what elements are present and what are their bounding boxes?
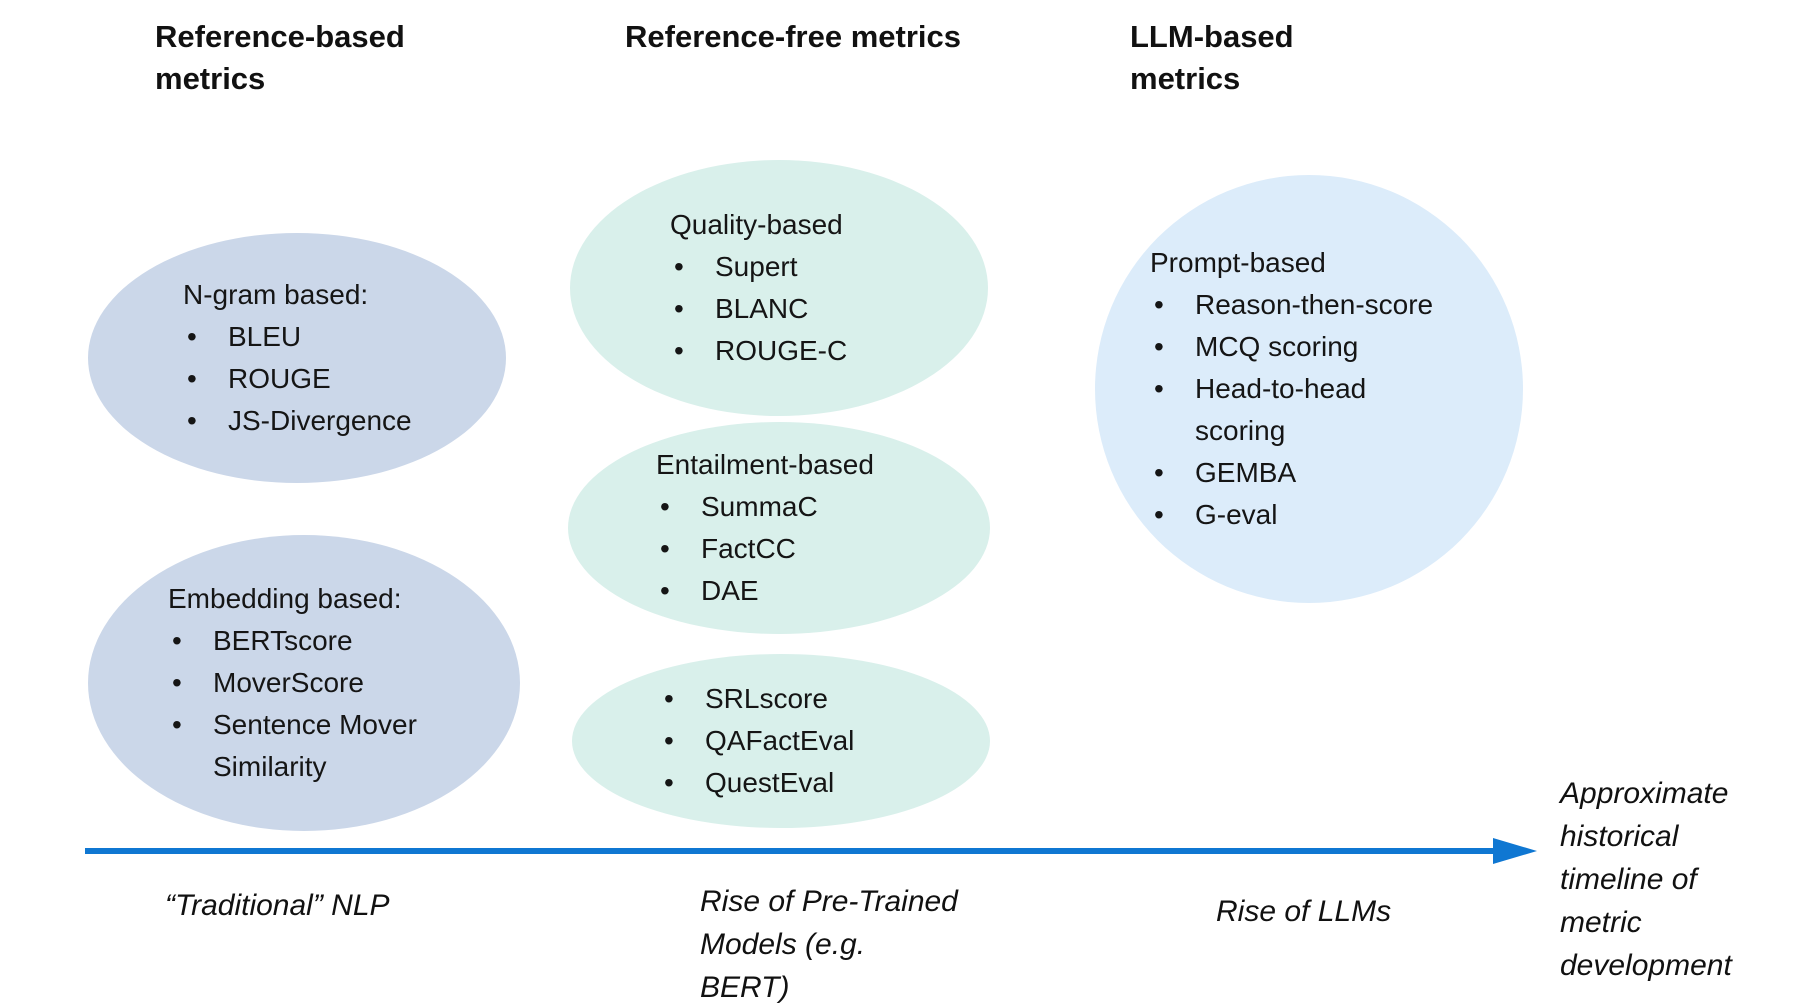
group-title-entailment-based: Entailment-based: [656, 449, 874, 480]
list-item: MCQ scoring: [1150, 326, 1443, 368]
list-item: BLEU: [183, 316, 466, 358]
bullet-list-embedding-based: BERTscore MoverScore Sentence Mover Simi…: [168, 620, 480, 788]
list-item: ROUGE: [183, 358, 466, 400]
list-item: MoverScore: [168, 662, 480, 704]
bullet-list-quality-based: Supert BLANC ROUGE-C: [670, 246, 948, 372]
list-item: FactCC: [656, 528, 950, 570]
list-item: BLANC: [670, 288, 948, 330]
list-item: Sentence Mover Similarity: [168, 704, 480, 788]
group-title-embedding-based: Embedding based:: [168, 583, 402, 614]
column-header-reference-free: Reference-free metrics: [625, 19, 962, 54]
bubble-qa-based: SRLscore QAFactEval QuestEval: [572, 654, 990, 828]
timeline-label-llms: Rise of LLMs: [1216, 895, 1392, 928]
list-item: BERTscore: [168, 620, 480, 662]
list-item: GEMBA: [1150, 452, 1443, 494]
list-item: SRLscore: [660, 678, 950, 720]
timeline-label-pretrained-models: Rise of Pre-Trained Models (e.g. BERT): [700, 885, 958, 1004]
group-title-ngram-based: N-gram based:: [183, 279, 369, 310]
group-title-quality-based: Quality-based: [670, 209, 843, 240]
list-item: JS-Divergence: [183, 400, 466, 442]
list-item: ROUGE-C: [670, 330, 948, 372]
list-item: QuestEval: [660, 762, 950, 804]
bullet-list-entailment-based: SummaC FactCC DAE: [656, 486, 950, 612]
list-item: Supert: [670, 246, 948, 288]
timeline-arrow-icon: [85, 838, 1537, 864]
list-item: SummaC: [656, 486, 950, 528]
timeline-caption: Approximate historical timeline of metri…: [1560, 777, 1732, 982]
column-header-reference-based: Reference-based metrics: [155, 19, 405, 96]
bubble-prompt-based: Prompt-based Reason-then-score MCQ scori…: [1095, 175, 1523, 603]
column-header-llm-based: LLM-based metrics: [1130, 19, 1294, 96]
list-item: Reason-then-score: [1150, 284, 1443, 326]
bubble-entailment-based: Entailment-based SummaC FactCC DAE: [568, 422, 990, 634]
list-item: QAFactEval: [660, 720, 950, 762]
bubble-embedding-based: Embedding based: BERTscore MoverScore Se…: [88, 535, 520, 831]
bullet-list-prompt-based: Reason-then-score MCQ scoring Head-to-he…: [1150, 284, 1443, 536]
bubble-quality-based: Quality-based Supert BLANC ROUGE-C: [570, 160, 988, 416]
bullet-list-qa-based: SRLscore QAFactEval QuestEval: [660, 678, 950, 804]
list-item: DAE: [656, 570, 950, 612]
bubble-ngram-based: N-gram based: BLEU ROUGE JS-Divergence: [88, 233, 506, 483]
group-title-prompt-based: Prompt-based: [1150, 247, 1326, 278]
timeline-label-traditional-nlp: “Traditional” NLP: [165, 889, 390, 922]
list-item: G-eval: [1150, 494, 1443, 536]
list-item: Head-to-head scoring: [1150, 368, 1443, 452]
bullet-list-ngram-based: BLEU ROUGE JS-Divergence: [183, 316, 466, 442]
